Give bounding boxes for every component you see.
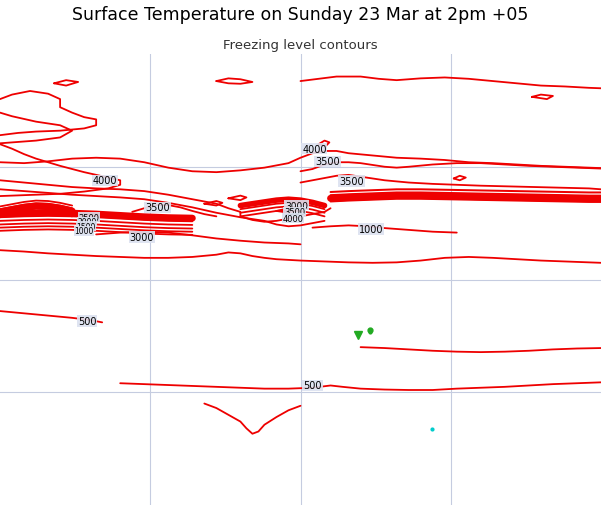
Text: Freezing level contours: Freezing level contours xyxy=(223,38,378,52)
Text: 3000: 3000 xyxy=(285,201,308,210)
Text: 3500: 3500 xyxy=(316,157,340,167)
Text: 2500: 2500 xyxy=(79,213,99,222)
Text: 4000: 4000 xyxy=(93,176,117,186)
Text: 3500: 3500 xyxy=(145,203,169,213)
Text: 1500: 1500 xyxy=(76,222,96,231)
Text: 3000: 3000 xyxy=(130,233,154,242)
Text: 3500: 3500 xyxy=(284,208,305,217)
Text: 1000: 1000 xyxy=(75,227,94,236)
Text: 1000: 1000 xyxy=(359,225,383,234)
Text: Surface Temperature on Sunday 23 Mar at 2pm +05: Surface Temperature on Sunday 23 Mar at … xyxy=(72,7,529,24)
Text: 2000: 2000 xyxy=(78,218,97,227)
Text: 500: 500 xyxy=(304,381,322,391)
Text: 500: 500 xyxy=(78,316,96,326)
Text: 4000: 4000 xyxy=(282,214,303,223)
Text: 3500: 3500 xyxy=(340,177,364,187)
Text: 4000: 4000 xyxy=(302,144,326,155)
